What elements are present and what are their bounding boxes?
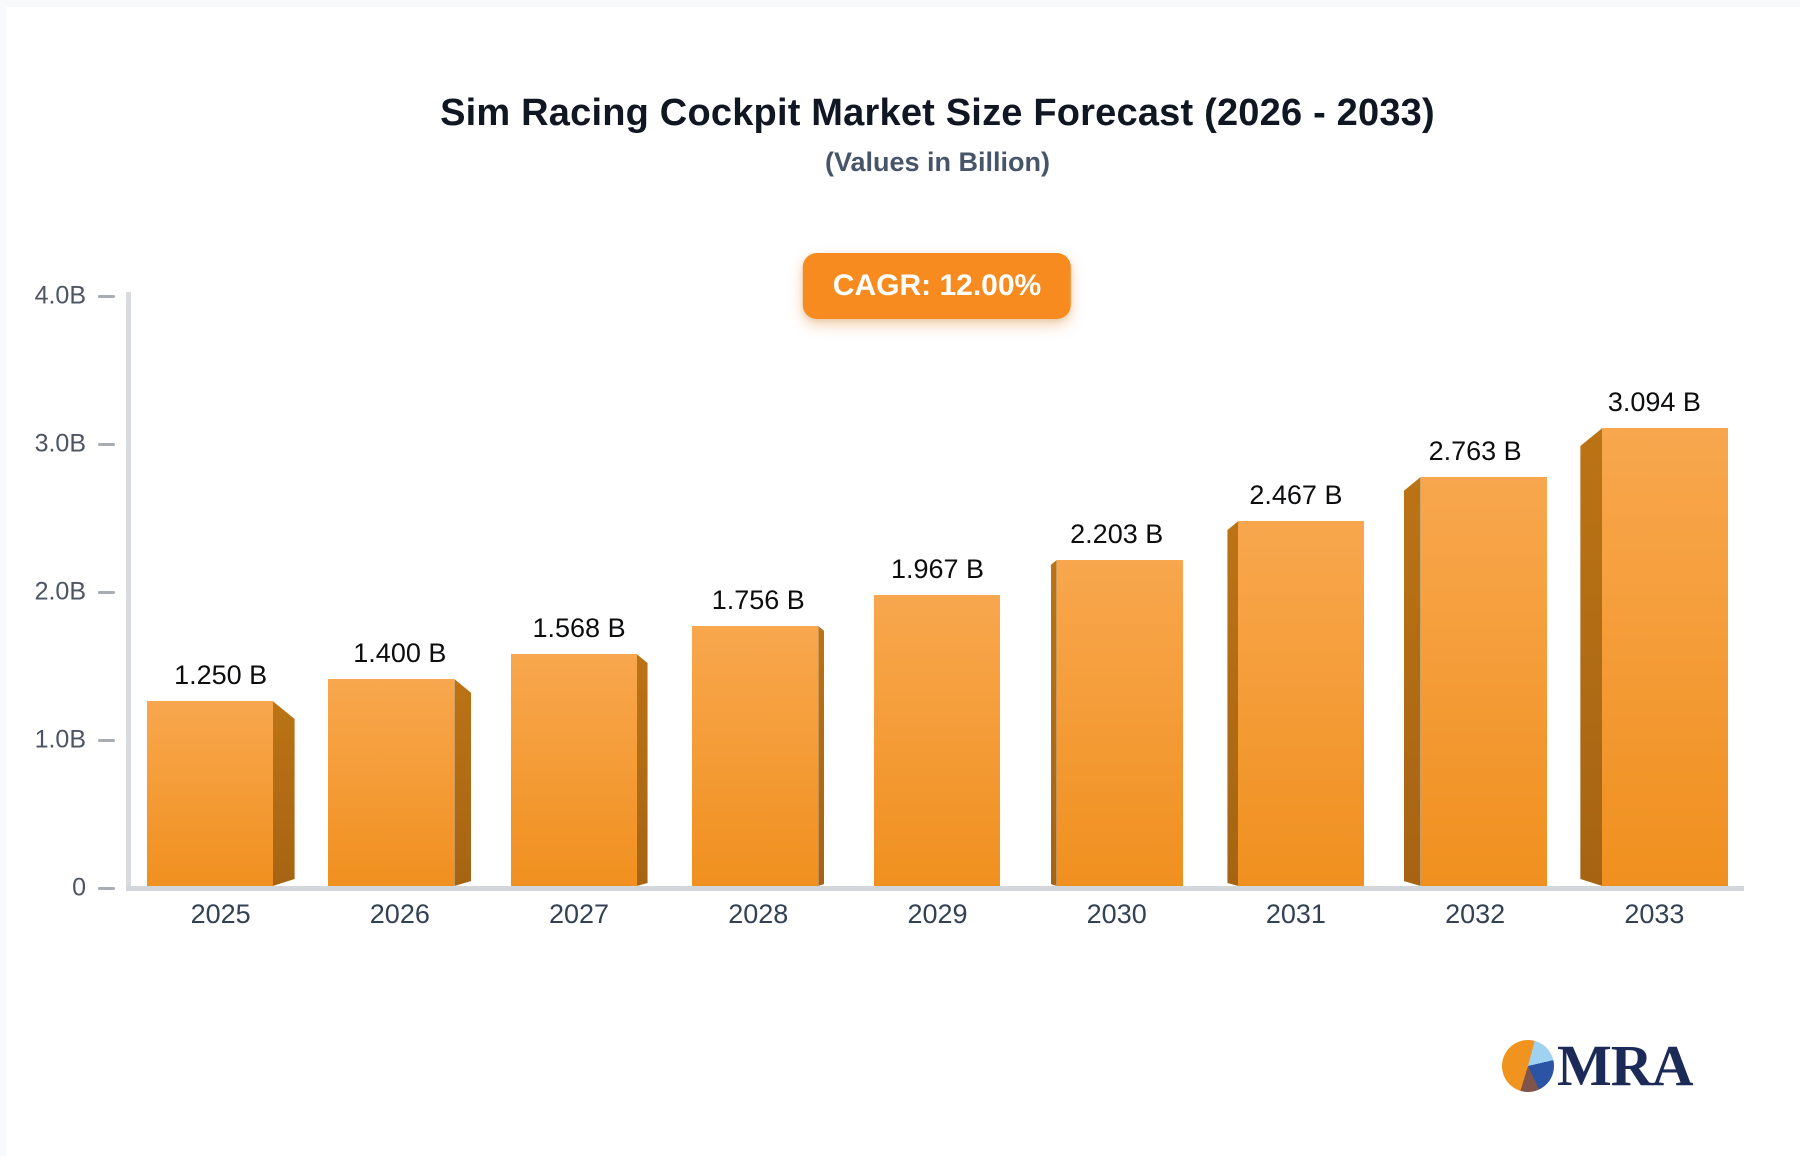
bar-slot: 2.203 B: [1027, 519, 1206, 886]
x-axis-line: [126, 886, 1744, 891]
y-tick-mark: [98, 443, 115, 446]
bar: 1.568 B: [510, 613, 648, 886]
x-tick-label: 2033: [1624, 899, 1685, 929]
bar-slot: 1.756 B: [669, 585, 848, 886]
y-tick-label: 0: [72, 873, 86, 902]
bar-slot: 2.763 B: [1386, 436, 1565, 886]
bar-front-face: [874, 595, 1001, 886]
bar-front-face: [1420, 477, 1547, 886]
bar-side-face: [818, 626, 824, 886]
pie-chart-icon: [1502, 1040, 1554, 1092]
bar-side-face: [1051, 560, 1057, 886]
y-tick-label: 3.0B: [34, 429, 86, 458]
bars-plot-area: 1.250 B 1.400 B 1.568 B 1.756 B 1.967 B 2.203…: [131, 387, 1744, 886]
bar-slot: 1.400 B: [310, 638, 489, 886]
page-frame-left: [0, 0, 6, 1156]
y-tick-label: 2.0B: [34, 577, 86, 606]
bar-side-face: [1404, 477, 1421, 886]
cagr-badge: CAGR: 12.00%: [802, 253, 1072, 319]
bar-side-face: [1580, 428, 1602, 886]
brand-logo: MRA: [1502, 1033, 1694, 1098]
bar: 1.756 B: [692, 585, 824, 886]
bar-front-face: [510, 654, 637, 886]
x-tick-label: 2030: [1086, 899, 1147, 929]
bar-front-face: [1238, 521, 1365, 886]
bar-value-label: 1.967 B: [890, 554, 985, 584]
y-tick-mark: [98, 739, 115, 742]
bar-side-face: [273, 701, 295, 886]
y-tick-label: 4.0B: [34, 281, 86, 310]
bar: 1.967 B: [874, 554, 1001, 886]
chart-title: Sim Racing Cockpit Market Size Forecast …: [440, 92, 1435, 134]
bar-slot: 1.967 B: [848, 554, 1027, 886]
bar-side-face: [637, 654, 648, 886]
x-axis-labels: 2025 2026 2027 2028 2029 2030 2031 2032 2033: [131, 899, 1744, 930]
brand-logo-text: MRA: [1557, 1033, 1694, 1098]
x-tick-label: 2025: [190, 899, 251, 929]
bar-value-label: 1.756 B: [711, 585, 805, 615]
y-tick-mark: [98, 887, 115, 890]
bar-value-label: 2.203 B: [1070, 519, 1164, 549]
x-tick-label: 2032: [1445, 899, 1506, 929]
page-frame-top: [0, 0, 1800, 7]
bar-value-label: 1.568 B: [532, 613, 626, 643]
x-tick-label: 2029: [907, 899, 968, 929]
bar-side-face: [1227, 521, 1238, 886]
bar-front-face: [328, 679, 455, 886]
bar-front-face: [1602, 428, 1729, 886]
bar: 1.250 B: [146, 660, 295, 886]
bar: 1.400 B: [328, 638, 471, 886]
x-tick-label: 2027: [549, 899, 610, 929]
x-tick-label: 2026: [369, 899, 430, 929]
bar-slot: 1.568 B: [489, 613, 668, 886]
y-axis-line: [126, 292, 131, 888]
bar-value-label: 1.250 B: [174, 660, 268, 690]
y-tick-label: 1.0B: [34, 725, 86, 754]
y-tick-mark: [98, 295, 115, 298]
bar-value-label: 2.763 B: [1428, 436, 1522, 466]
bar: 2.763 B: [1404, 436, 1547, 886]
bar-value-label: 2.467 B: [1249, 480, 1343, 510]
bar-slot: 1.250 B: [131, 660, 310, 886]
bar-slot: 3.094 B: [1565, 387, 1744, 886]
bar: 2.203 B: [1051, 519, 1183, 886]
bar-front-face: [146, 701, 273, 886]
bar-value-label: 1.400 B: [353, 638, 447, 668]
y-tick-mark: [98, 591, 115, 594]
x-tick-label: 2028: [728, 899, 789, 929]
bar: 2.467 B: [1227, 480, 1365, 886]
x-tick-label: 2031: [1265, 899, 1326, 929]
bar-side-face: [454, 679, 471, 886]
bar-value-label: 3.094 B: [1607, 387, 1701, 417]
bar: 3.094 B: [1580, 387, 1729, 886]
bar-slot: 2.467 B: [1206, 480, 1385, 886]
bar-front-face: [1056, 560, 1183, 886]
bar-front-face: [692, 626, 819, 886]
chart-subtitle: (Values in Billion): [824, 147, 1051, 177]
